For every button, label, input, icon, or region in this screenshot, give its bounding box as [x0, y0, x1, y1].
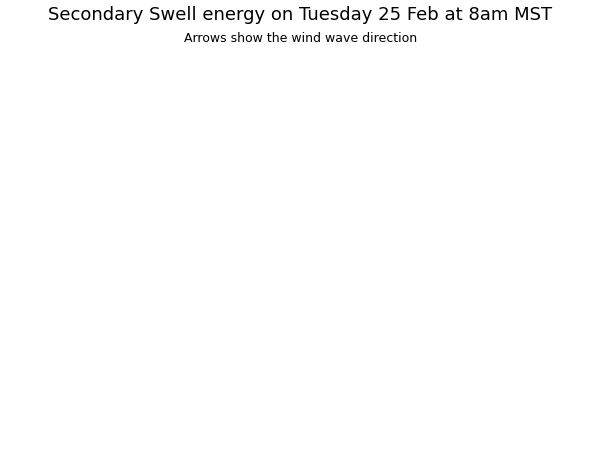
Text: Arrows show the wind wave direction: Arrows show the wind wave direction	[184, 31, 417, 44]
Text: Secondary Swell energy on Tuesday 25 Feb at 8am MST: Secondary Swell energy on Tuesday 25 Feb…	[49, 6, 552, 24]
Text: cartopy required: cartopy required	[243, 249, 358, 263]
